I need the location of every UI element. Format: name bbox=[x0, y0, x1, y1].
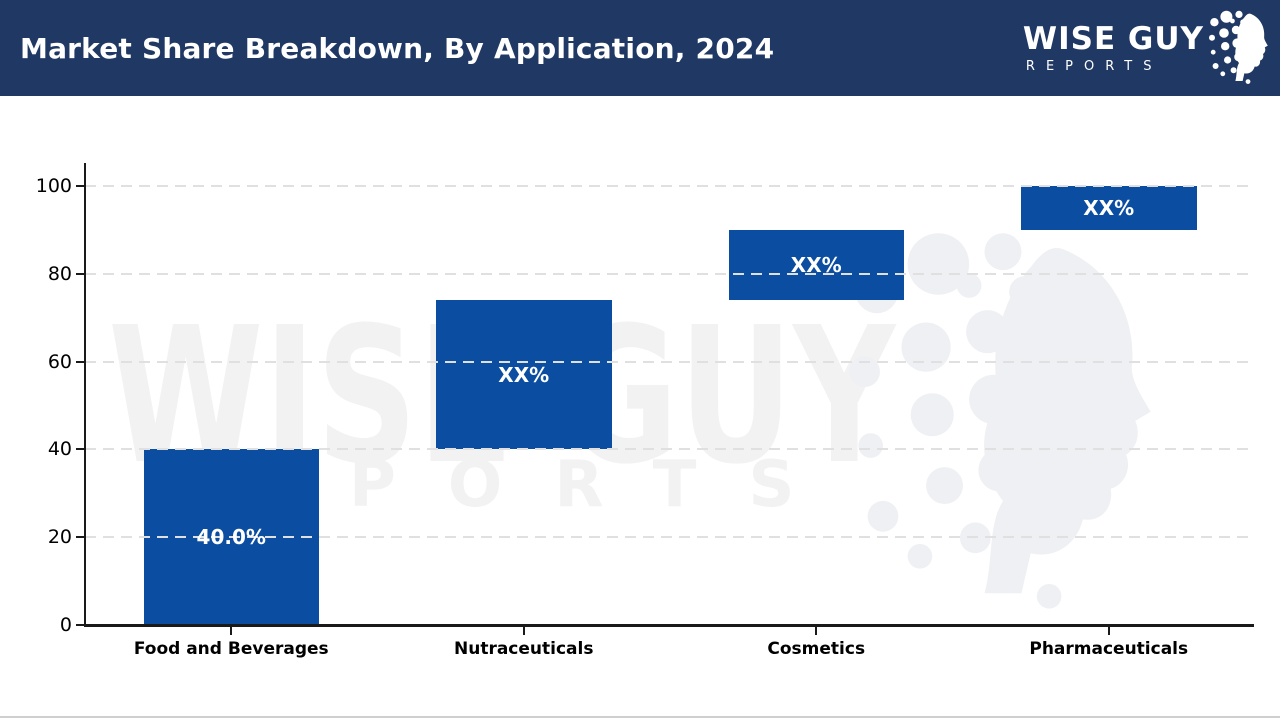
logo-wordmark: WISE GUY bbox=[1022, 21, 1204, 57]
waterfall-chart: WISE GUY REPORTS 40.0% Food and Beverages… bbox=[0, 96, 1280, 720]
header-band: Market Share Breakdown, By Application, … bbox=[0, 0, 1280, 96]
bar-value-label: 40.0% bbox=[196, 525, 266, 550]
chart-title: Market Share Breakdown, By Application, … bbox=[20, 31, 775, 65]
x-tick-mark bbox=[1107, 627, 1110, 635]
gridline-80 bbox=[85, 272, 1255, 275]
y-tick-mark bbox=[76, 448, 84, 451]
y-tick-label: 0 bbox=[59, 614, 72, 636]
x-category-label: Nutraceuticals bbox=[454, 639, 594, 659]
gridline-60 bbox=[85, 360, 1255, 363]
gridline-100 bbox=[85, 185, 1255, 187]
y-tick-label: 40 bbox=[47, 438, 72, 461]
y-tick-label: 60 bbox=[47, 350, 72, 373]
bar-Cosmetics: XX% bbox=[728, 229, 904, 301]
y-tick-mark bbox=[76, 185, 84, 187]
logo-subtitle: REPORTS bbox=[1025, 59, 1163, 74]
watermark-face-icon bbox=[849, 233, 1151, 609]
bar-value-label: XX% bbox=[498, 362, 550, 387]
y-axis-spine bbox=[84, 163, 86, 625]
y-tick-mark bbox=[76, 536, 84, 539]
bar-Pharmaceuticals: XX% bbox=[1021, 186, 1197, 230]
gridline-40 bbox=[85, 448, 1255, 451]
x-tick-mark bbox=[230, 627, 233, 635]
bar-value-label: XX% bbox=[1083, 195, 1135, 220]
bar-Nutraceuticals: XX% bbox=[436, 300, 612, 450]
x-axis-spine bbox=[84, 624, 1254, 627]
y-tick-mark bbox=[76, 360, 84, 363]
logo-text: WISE GUY REPORTS bbox=[1023, 22, 1204, 74]
x-category-label: Food and Beverages bbox=[133, 639, 329, 659]
bar-value-label: XX% bbox=[790, 253, 842, 277]
y-tick-label: 100 bbox=[35, 175, 72, 197]
x-tick-mark bbox=[522, 627, 525, 635]
y-tick-mark bbox=[76, 624, 84, 626]
x-tick-mark bbox=[815, 627, 818, 635]
y-tick-mark bbox=[76, 272, 84, 275]
gridline-20 bbox=[85, 536, 1255, 539]
wiseguy-logo: WISE GUY REPORTS bbox=[1023, 5, 1272, 91]
footer-divider bbox=[0, 716, 1280, 718]
x-category-label: Cosmetics bbox=[767, 639, 866, 659]
x-category-label: Pharmaceuticals bbox=[1029, 639, 1189, 659]
y-tick-label: 80 bbox=[47, 262, 72, 285]
wiseguy-face-icon bbox=[1209, 10, 1268, 84]
y-tick-label: 20 bbox=[47, 526, 72, 549]
